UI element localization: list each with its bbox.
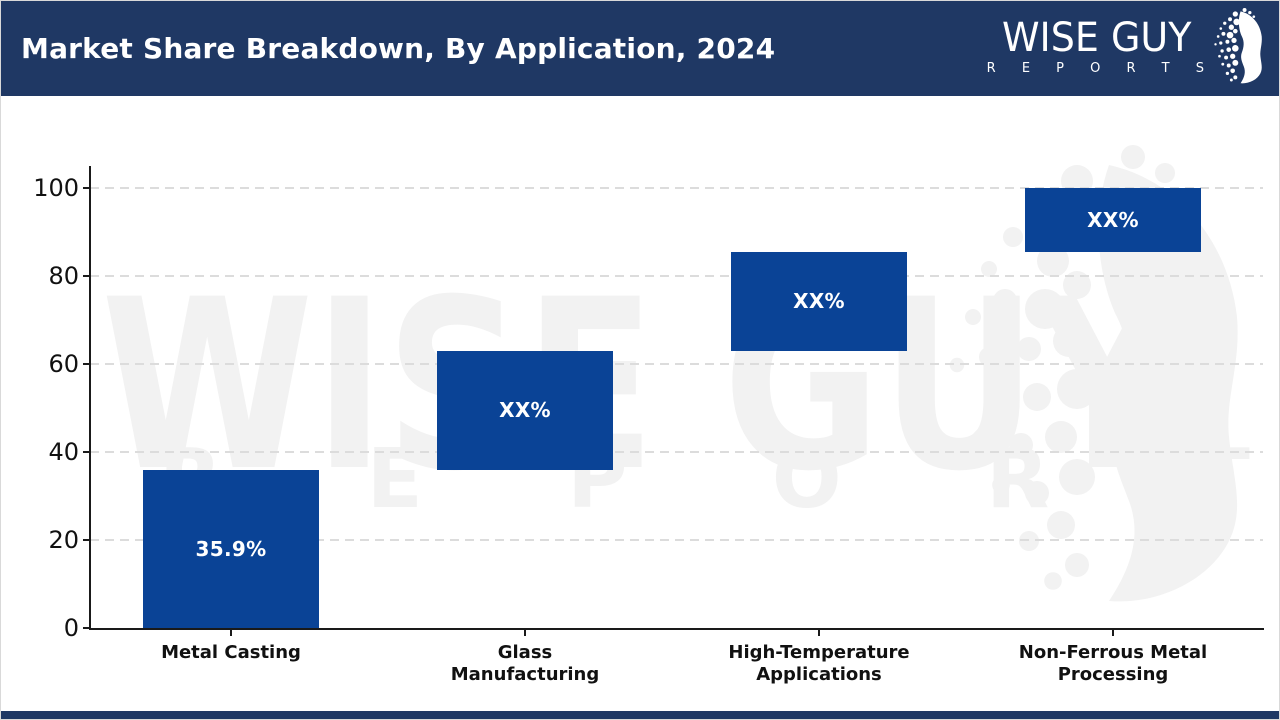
category-label: Non-Ferrous Metal Processing xyxy=(963,642,1263,686)
y-tick-label-40: 40 xyxy=(48,438,79,466)
gridline-60 xyxy=(90,363,1263,365)
y-tick-label-60: 60 xyxy=(48,350,79,378)
category-label: Metal Casting xyxy=(81,642,381,664)
logo-text-block: WISE GUY R E P O R T S xyxy=(979,18,1215,76)
category-label-line: Non-Ferrous Metal xyxy=(1018,642,1208,663)
x-tick-3 xyxy=(1112,629,1114,636)
bar-segment: 35.9% xyxy=(143,470,319,628)
gridline-80 xyxy=(90,275,1263,277)
y-tick-60 xyxy=(83,363,90,365)
y-tick-label-0: 0 xyxy=(63,614,79,642)
y-tick-label-20: 20 xyxy=(48,526,79,554)
gridline-20 xyxy=(90,539,1263,541)
y-axis-line xyxy=(89,166,91,630)
bar-segment: XX% xyxy=(731,251,907,351)
bar-value-label: 35.9% xyxy=(195,537,267,561)
chart-title: Market Share Breakdown, By Application, … xyxy=(21,32,776,65)
y-tick-80 xyxy=(83,275,90,277)
category-label-line: Glass xyxy=(497,642,553,663)
bar-segment: XX% xyxy=(1025,188,1201,252)
x-tick-1 xyxy=(524,629,526,636)
dotted-face-profile-icon xyxy=(1201,5,1267,89)
category-label-line: Processing xyxy=(1057,663,1169,685)
header-bar: Market Share Breakdown, By Application, … xyxy=(1,1,1279,96)
bar-value-label: XX% xyxy=(499,398,551,423)
x-axis-line xyxy=(89,628,1264,630)
bar-value-label: XX% xyxy=(793,289,845,314)
y-tick-label-80: 80 xyxy=(48,262,79,290)
logo-sub-text: R E P O R T S xyxy=(986,61,1215,76)
x-tick-0 xyxy=(230,629,232,636)
y-tick-40 xyxy=(83,451,90,453)
category-label-line: Applications xyxy=(756,663,882,685)
y-tick-100 xyxy=(83,187,90,189)
logo-name-text: WISE GUY xyxy=(1002,15,1192,61)
bar-segment: XX% xyxy=(437,350,613,471)
x-tick-2 xyxy=(818,629,820,636)
category-label-line: High-Temperature xyxy=(728,642,910,663)
category-label-line: Manufacturing xyxy=(450,663,600,685)
y-tick-0 xyxy=(83,627,90,629)
category-label-line: Metal Casting xyxy=(161,642,301,663)
footer-bar xyxy=(1,711,1279,719)
wise-guy-reports-logo: WISE GUY R E P O R T S xyxy=(979,5,1267,89)
bar-value-label: XX% xyxy=(1087,207,1139,232)
y-tick-20 xyxy=(83,539,90,541)
category-label: Glass Manufacturing xyxy=(375,642,675,686)
category-label: High-Temperature Applications xyxy=(669,642,969,686)
gridline-100 xyxy=(90,187,1263,189)
gridline-40 xyxy=(90,451,1263,453)
y-tick-label-100: 100 xyxy=(33,174,79,202)
